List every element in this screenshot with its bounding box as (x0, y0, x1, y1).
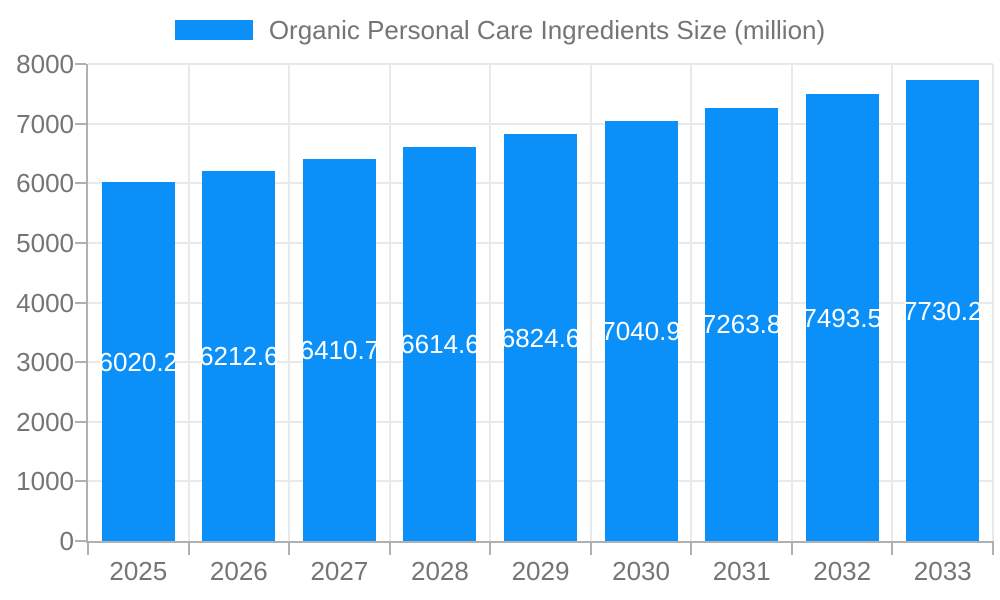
x-axis-category-label: 2028 (411, 556, 469, 586)
bar-2025 (101, 182, 175, 541)
bar-value-label: 7263.8 (701, 309, 782, 340)
x-axis-tick (589, 541, 592, 555)
h-gridline (88, 63, 993, 65)
plot-area: 6020.2 6212.6 6410.7 6614.6 6824.6 7040.9 7263… (75, 63, 994, 555)
v-gridline (690, 64, 693, 541)
x-axis-labels: 2025 2026 2027 2028 2029 2030 2031 2032 2033 (88, 556, 993, 592)
x-axis-tick (187, 541, 190, 555)
y-axis-tick (75, 241, 86, 244)
y-axis-tick-label: 6000 (16, 168, 74, 199)
y-axis-tick-label: 5000 (16, 227, 74, 258)
chart-legend: Organic Personal Care Ingredients Size (… (0, 13, 1000, 47)
x-axis-category-label: 2033 (913, 556, 972, 586)
bar-2033 (906, 80, 980, 541)
y-axis-tick-label: 8000 (16, 49, 74, 79)
y-axis-tick-label: 3000 (16, 347, 74, 378)
x-axis-category-label: 2029 (511, 556, 570, 586)
x-axis-category-label: 2032 (813, 556, 872, 586)
bar-value-label: 6614.6 (400, 328, 480, 359)
v-gridline (288, 64, 291, 541)
y-axis-tick (75, 361, 86, 364)
bar-2032 (805, 94, 879, 541)
y-axis-tick (75, 420, 86, 423)
y-axis-tick (75, 480, 86, 483)
y-axis-tick (75, 301, 86, 304)
v-gridline (790, 64, 793, 541)
legend-label: Organic Personal Care Ingredients Size (… (268, 15, 826, 45)
bar-2028 (403, 146, 477, 541)
x-axis-tick (489, 541, 492, 555)
x-axis-tick (790, 541, 793, 555)
y-axis-tick (75, 63, 86, 65)
bar-value-label: 6824.6 (500, 322, 581, 353)
x-axis-category-label: 2031 (712, 556, 771, 586)
v-gridline (388, 64, 391, 541)
y-axis-tick (75, 182, 86, 185)
x-axis-tick (992, 541, 994, 555)
bar-2031 (705, 107, 779, 541)
bar-value-label: 6410.7 (299, 334, 380, 365)
v-gridline (891, 64, 894, 541)
x-axis-category-label: 2025 (109, 556, 168, 586)
y-axis-tick (75, 122, 86, 125)
y-axis-tick (75, 540, 86, 542)
y-axis-tick-label: 1000 (16, 466, 74, 497)
bar-2030 (604, 121, 678, 541)
v-gridline (992, 64, 994, 541)
legend-swatch (174, 20, 253, 40)
v-gridline (589, 64, 592, 541)
bar-value-label: 7493.5 (802, 302, 882, 333)
bar-2026 (202, 170, 276, 541)
x-axis-category-label: 2030 (612, 556, 670, 586)
x-axis-category-label: 2027 (310, 556, 369, 586)
v-gridline (489, 64, 492, 541)
x-axis-tick (690, 541, 693, 555)
v-gridline (187, 64, 190, 541)
x-axis-category-label: 2026 (209, 556, 268, 586)
bar-value-label: 7040.9 (601, 316, 681, 347)
y-axis-tick-label: 0 (59, 526, 74, 556)
x-axis-tick (87, 541, 89, 555)
bar-2029 (504, 134, 577, 541)
x-axis-tick (388, 541, 391, 555)
bar-value-label: 6212.6 (199, 340, 279, 371)
x-axis-tick (288, 541, 291, 555)
y-axis-labels: 0 1000 2000 3000 4000 5000 6000 7000 8000 (0, 49, 74, 556)
h-gridline (88, 122, 993, 125)
bar-value-label: 7730.2 (902, 295, 983, 326)
y-axis-tick-label: 7000 (16, 108, 74, 139)
y-axis-tick-label: 2000 (16, 406, 74, 437)
x-axis-tick (891, 541, 894, 555)
bar-2027 (302, 158, 376, 541)
y-axis-tick-label: 4000 (16, 287, 74, 318)
bar-value-label: 6020.2 (98, 346, 179, 377)
